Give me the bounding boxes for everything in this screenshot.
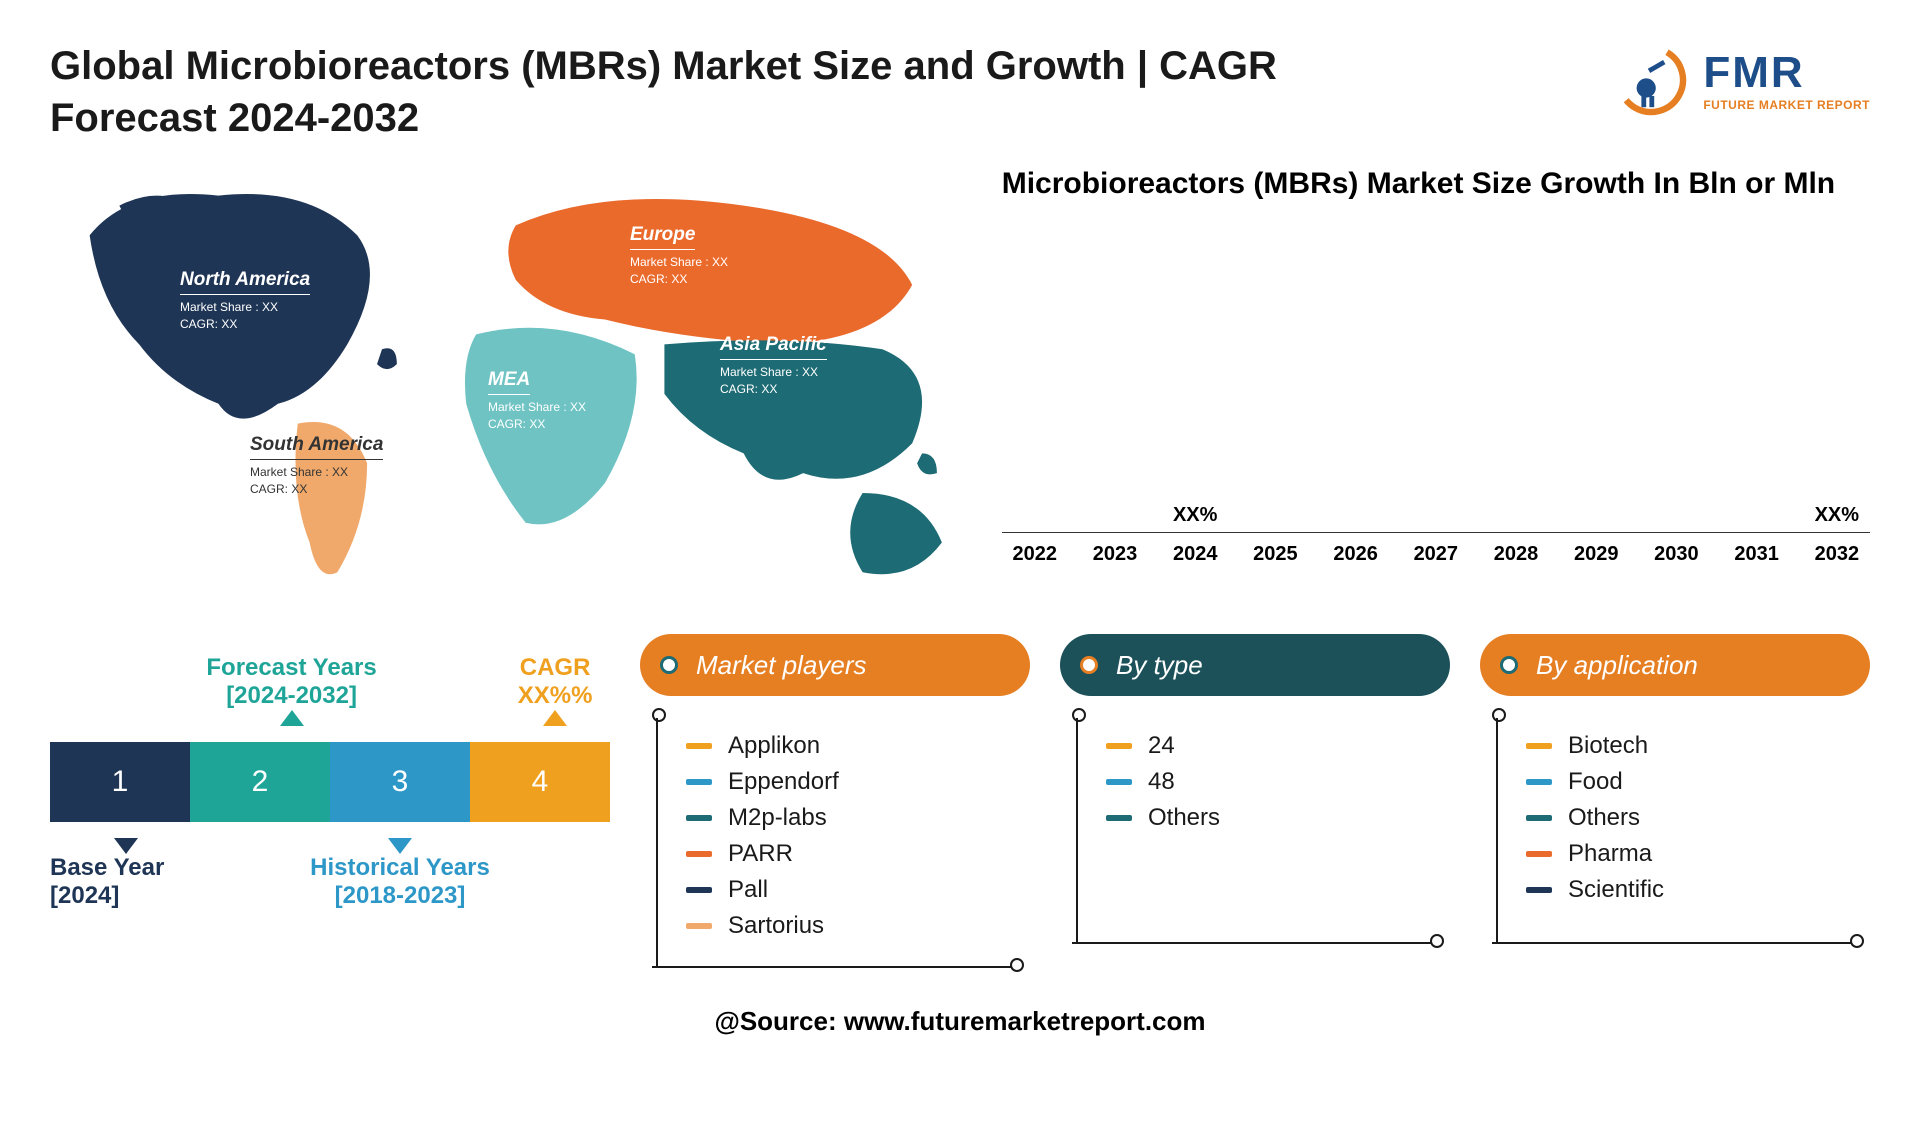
- bar-chart: Microbioreactors (MBRs) Market Size Grow…: [1002, 164, 1870, 594]
- bar-label: 2022: [1013, 543, 1058, 566]
- list-item-text: Eppendorf: [728, 768, 839, 796]
- bars-container: 20222023XX%20242025202620272028202920302…: [1002, 223, 1870, 533]
- list-item: Applikon: [686, 732, 998, 760]
- timeline-segment: 1: [50, 742, 190, 822]
- label-mea: MEAMarket Share : XXCAGR: XX: [488, 369, 586, 433]
- dash-icon: [686, 815, 712, 821]
- logo-icon: [1611, 40, 1691, 120]
- list-item-text: Others: [1148, 804, 1220, 832]
- dash-icon: [686, 923, 712, 929]
- list-item: Others: [1106, 804, 1418, 832]
- list-item: Eppendorf: [686, 768, 998, 796]
- dash-icon: [1526, 743, 1552, 749]
- pill-header-type: By type: [1060, 634, 1450, 696]
- list-item: Pharma: [1526, 840, 1838, 868]
- card-by-application: By application Biotech Food Others Pharma Sc…: [1480, 634, 1870, 944]
- list-type: 24 48 Others: [1106, 732, 1418, 832]
- logo-text-tag: FUTURE MARKET REPORT: [1703, 98, 1870, 112]
- list-item: Others: [1526, 804, 1838, 832]
- dash-icon: [1526, 779, 1552, 785]
- list-players: Applikon Eppendorf M2p-labs PARR Pall Sartori…: [686, 732, 998, 940]
- dash-icon: [686, 779, 712, 785]
- pill-header-application: By application: [1480, 634, 1870, 696]
- pill-bullet-icon: [1080, 656, 1098, 674]
- dash-icon: [686, 887, 712, 893]
- timeline-segment: 3: [330, 742, 470, 822]
- pill-bullet-icon: [1500, 656, 1518, 674]
- dash-icon: [686, 743, 712, 749]
- list-item-text: Others: [1568, 804, 1640, 832]
- timeline-segment: 4: [470, 742, 610, 822]
- list-item: Pall: [686, 876, 998, 904]
- timeline: Forecast Years [2024-2032] CAGR XX%% 123…: [50, 634, 610, 910]
- pill-header-players: Market players: [640, 634, 1030, 696]
- list-application: Biotech Food Others Pharma Scientific: [1526, 732, 1838, 904]
- dash-icon: [1526, 815, 1552, 821]
- pill-bullet-icon: [660, 656, 678, 674]
- list-item: Biotech: [1526, 732, 1838, 760]
- bar-label: 2025: [1253, 543, 1298, 566]
- list-item: Food: [1526, 768, 1838, 796]
- list-item-text: Pall: [728, 876, 768, 904]
- logo: FMR FUTURE MARKET REPORT: [1611, 40, 1870, 120]
- timeline-bar: 1234: [50, 742, 610, 822]
- bar-label: 2026: [1333, 543, 1378, 566]
- source-citation: @Source: www.futuremarketreport.com: [50, 1006, 1870, 1037]
- list-item: 48: [1106, 768, 1418, 796]
- list-item-text: Biotech: [1568, 732, 1648, 760]
- label-historical: Historical Years [2018-2023]: [283, 832, 516, 910]
- list-item-text: Scientific: [1568, 876, 1664, 904]
- timeline-segment: 2: [190, 742, 330, 822]
- list-item-text: 48: [1148, 768, 1175, 796]
- dash-icon: [686, 851, 712, 857]
- dash-icon: [1526, 851, 1552, 857]
- list-item-text: PARR: [728, 840, 793, 868]
- label-north-america: North AmericaMarket Share : XXCAGR: XX: [180, 269, 310, 333]
- bar-label: 2030: [1654, 543, 1699, 566]
- label-forecast: Forecast Years [2024-2032]: [182, 654, 402, 732]
- bar-label: 2029: [1574, 543, 1619, 566]
- dash-icon: [1526, 887, 1552, 893]
- list-item-text: Sartorius: [728, 912, 824, 940]
- list-item-text: Applikon: [728, 732, 820, 760]
- list-item-text: Food: [1568, 768, 1623, 796]
- list-item-text: 24: [1148, 732, 1175, 760]
- dash-icon: [1106, 779, 1132, 785]
- bar-label: 2023: [1093, 543, 1138, 566]
- bar-label: 2024: [1173, 543, 1218, 566]
- world-map: North AmericaMarket Share : XXCAGR: XX S…: [50, 164, 962, 594]
- label-europe: EuropeMarket Share : XXCAGR: XX: [630, 224, 728, 288]
- bar-annotation: XX%: [1173, 504, 1217, 527]
- list-item: PARR: [686, 840, 998, 868]
- bar-label: 2031: [1734, 543, 1779, 566]
- bar-annotation: XX%: [1815, 504, 1859, 527]
- list-item: Scientific: [1526, 876, 1838, 904]
- bar-label: 2027: [1414, 543, 1459, 566]
- label-asia-pacific: Asia PacificMarket Share : XXCAGR: XX: [720, 334, 827, 398]
- card-market-players: Market players Applikon Eppendorf M2p-labs…: [640, 634, 1030, 968]
- page-title: Global Microbioreactors (MBRs) Market Si…: [50, 40, 1450, 144]
- bar-label: 2032: [1815, 543, 1860, 566]
- list-item: M2p-labs: [686, 804, 998, 832]
- dash-icon: [1106, 815, 1132, 821]
- bar-label: 2028: [1494, 543, 1539, 566]
- label-south-america: South AmericaMarket Share : XXCAGR: XX: [250, 434, 383, 498]
- label-base: Base Year [2024]: [50, 832, 202, 910]
- dash-icon: [1106, 743, 1132, 749]
- chart-title: Microbioreactors (MBRs) Market Size Grow…: [1002, 164, 1870, 203]
- card-by-type: By type 24 48 Others: [1060, 634, 1450, 944]
- list-item: 24: [1106, 732, 1418, 760]
- list-item-text: M2p-labs: [728, 804, 827, 832]
- list-item-text: Pharma: [1568, 840, 1652, 868]
- label-cagr: CAGR XX%%: [500, 654, 610, 732]
- list-item: Sartorius: [686, 912, 998, 940]
- logo-text-primary: FMR: [1703, 48, 1870, 98]
